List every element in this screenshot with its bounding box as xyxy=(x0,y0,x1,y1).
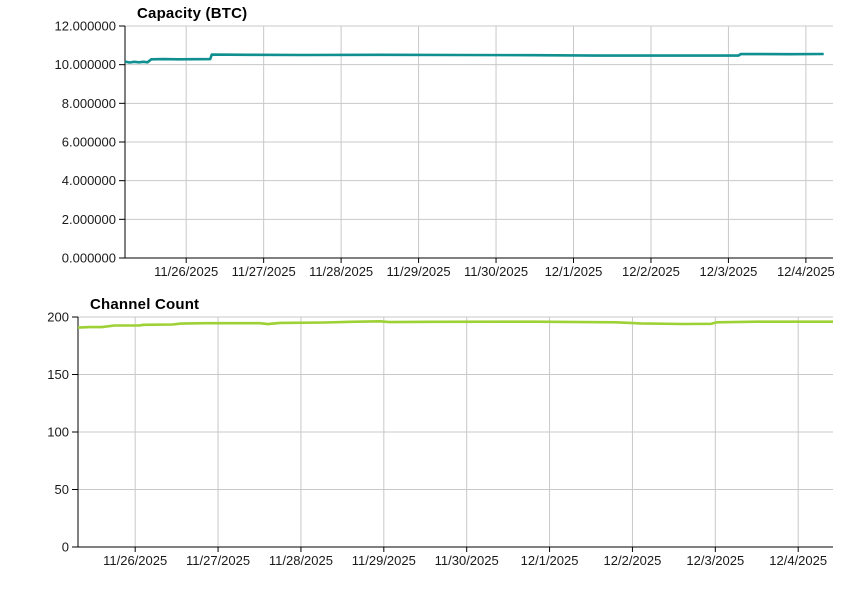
y-tick-label: 8.000000 xyxy=(62,96,116,111)
y-tick-label: 4.000000 xyxy=(62,173,116,188)
x-tick-label: 12/4/2025 xyxy=(769,553,827,568)
x-tick-label: 11/30/2025 xyxy=(435,553,499,568)
y-tick-label: 6.000000 xyxy=(62,135,116,150)
y-tick-label: 0.000000 xyxy=(62,251,116,266)
x-tick-label: 11/30/2025 xyxy=(464,264,528,279)
y-tick-label: 100 xyxy=(47,425,69,440)
series-line-channel-count xyxy=(77,319,833,329)
x-tick-label: 12/3/2025 xyxy=(700,264,758,279)
y-tick-label: 50 xyxy=(55,482,69,497)
x-tick-label: 12/1/2025 xyxy=(545,264,603,279)
x-tick-label: 11/29/2025 xyxy=(352,553,416,568)
y-tick-label: 200 xyxy=(47,310,69,325)
x-tick-label: 12/3/2025 xyxy=(686,553,744,568)
y-tick-label: 0 xyxy=(62,540,69,555)
series-line-capacity-btc- xyxy=(124,52,824,64)
x-tick-label: 11/28/2025 xyxy=(309,264,373,279)
x-tick-label: 11/26/2025 xyxy=(103,553,167,568)
channel-count-chart: Channel Count 0 50 100 150 200 11/26/2025 11/2… xyxy=(0,292,860,600)
x-tick-label: 11/28/2025 xyxy=(269,553,333,568)
y-tick-label: 12.000000 xyxy=(55,19,116,34)
y-tick-label: 2.000000 xyxy=(62,212,116,227)
x-tick-label: 11/26/2025 xyxy=(154,264,218,279)
channel-count-chart-title: Channel Count xyxy=(90,296,200,313)
x-tick-label: 11/27/2025 xyxy=(232,264,296,279)
x-tick-label: 12/2/2025 xyxy=(604,553,662,568)
x-tick-label: 11/27/2025 xyxy=(186,553,250,568)
x-tick-label: 11/29/2025 xyxy=(387,264,451,279)
x-tick-label: 12/2/2025 xyxy=(622,264,680,279)
x-tick-label: 12/1/2025 xyxy=(521,553,579,568)
x-tick-label: 12/4/2025 xyxy=(777,264,835,279)
capacity-chart-title: Capacity (BTC) xyxy=(137,5,248,22)
channel-count-plot-area: 0 50 100 150 200 11/26/2025 11/27/2025 11/28/20… xyxy=(47,310,833,568)
capacity-plot-area: 0.000000 2.000000 4.000000 6.000000 8.000000… xyxy=(55,19,835,280)
capacity-chart: Capacity (BTC) 0.000000 2.000000 4.000000 6… xyxy=(0,0,860,292)
y-tick-label: 150 xyxy=(47,367,69,382)
y-tick-label: 10.000000 xyxy=(55,57,116,72)
